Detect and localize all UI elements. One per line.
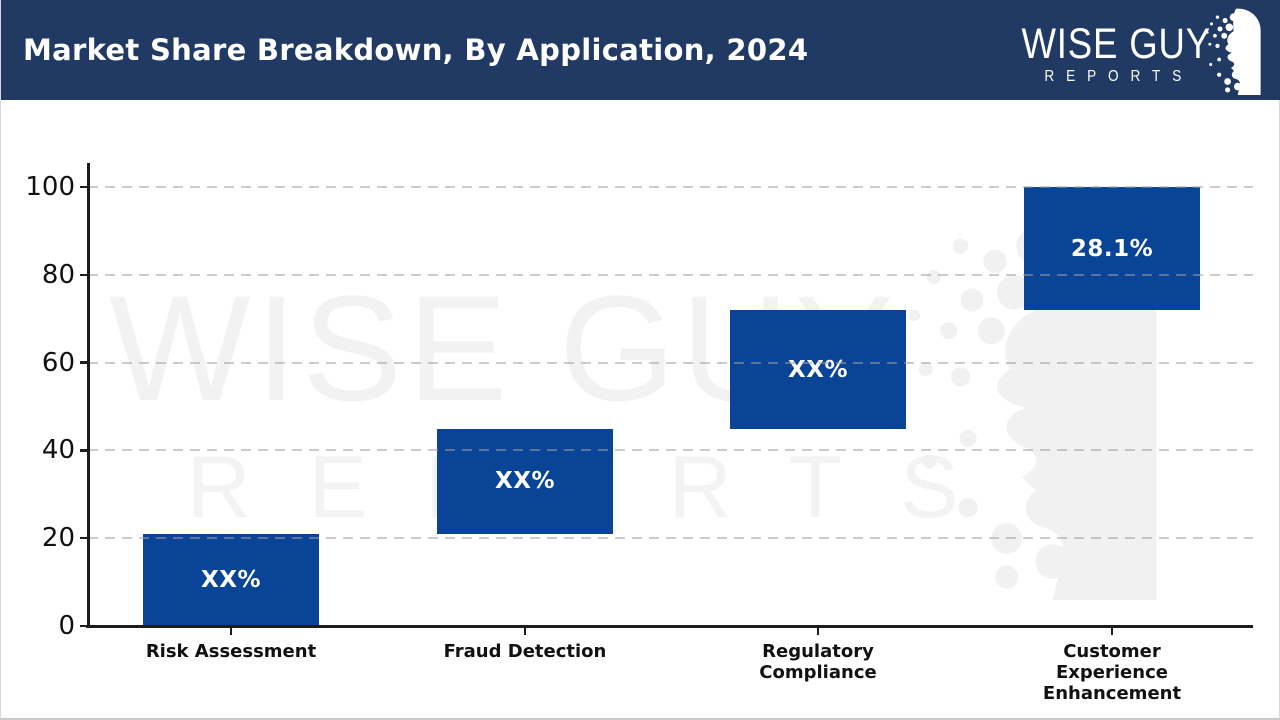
x-tick-regulatory-compliance [816, 627, 820, 635]
bar-regulatory-compliance: XX% [730, 310, 906, 429]
brand-logo-name: WISE GUY [1021, 20, 1211, 68]
x-tick-customer-experience-enhancement [1110, 627, 1114, 635]
y-tick-60 [80, 361, 88, 364]
y-tick-label-20: 20 [41, 523, 75, 554]
header-bar: Market Share Breakdown, By Application, … [1, 0, 1280, 100]
y-tick-label-80: 80 [41, 259, 75, 290]
x-tick-risk-assessment [229, 627, 233, 635]
y-tick-0 [80, 624, 88, 628]
x-axis-line [86, 624, 1253, 628]
y-tick-80 [80, 273, 88, 277]
y-axis-line [87, 163, 90, 628]
bar-value-label-risk-assessment: XX% [200, 566, 261, 593]
bar-risk-assessment: XX% [143, 533, 319, 626]
category-label-risk-assessment: Risk Assessment [145, 641, 317, 662]
y-tick-label-0: 0 [58, 611, 75, 641]
x-tick-fraud-detection [523, 627, 527, 635]
bar-value-label-regulatory-compliance: XX% [787, 356, 848, 383]
category-label-fraud-detection: Fraud Detection [443, 641, 607, 662]
bar-value-label-fraud-detection: XX% [494, 468, 555, 495]
brand-logo-text: WISE GUY REPORTS [1021, 20, 1211, 86]
page-title: Market Share Breakdown, By Application, … [23, 33, 809, 67]
bar-fraud-detection: XX% [437, 428, 613, 534]
y-tick-label-60: 60 [41, 347, 75, 378]
category-label-customer-experience-enhancement: Customer Experience Enhancement [1042, 641, 1182, 704]
bar-value-label-customer-experience-enhancement: 28.1% [1070, 235, 1154, 262]
y-tick-100 [80, 185, 88, 189]
brand-head-icon [1193, 7, 1269, 95]
bar-customer-experience-enhancement: 28.1% [1024, 187, 1200, 311]
y-tick-label-40: 40 [41, 435, 75, 466]
y-tick-label-100: 100 [25, 172, 75, 202]
brand-logo-reports: REPORTS [1044, 68, 1194, 86]
y-tick-40 [80, 449, 88, 452]
category-label-regulatory-compliance: Regulatory Compliance [759, 641, 877, 683]
y-tick-20 [80, 536, 88, 540]
brand-logo: WISE GUY REPORTS [1015, 0, 1275, 100]
